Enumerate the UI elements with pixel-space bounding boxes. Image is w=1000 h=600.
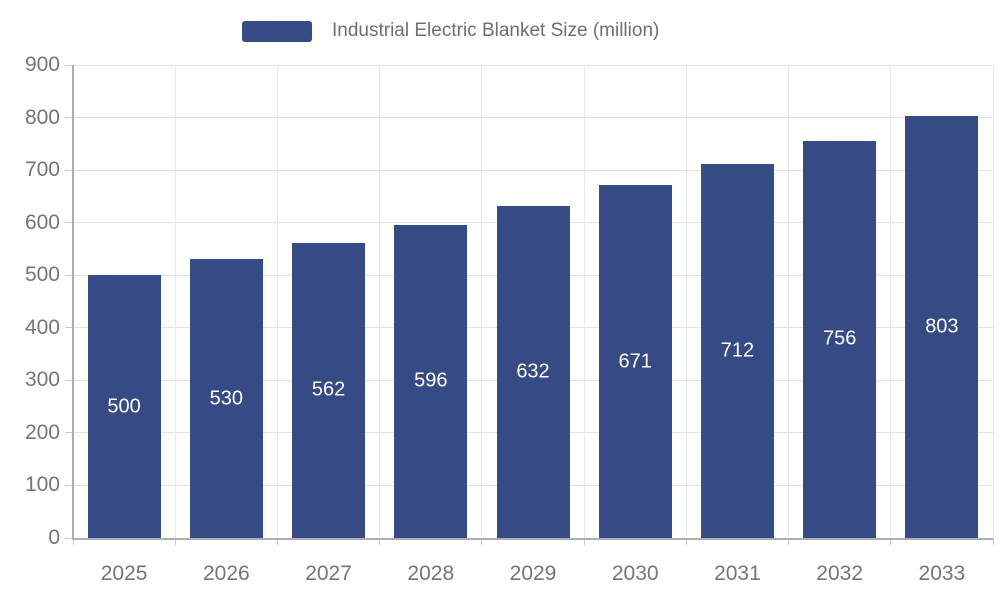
x-axis-tick — [481, 538, 483, 545]
x-axis-tick — [72, 538, 74, 545]
x-axis-line — [72, 538, 993, 540]
gridline-vertical — [788, 65, 790, 538]
x-axis-tick-label: 2027 — [305, 562, 352, 585]
x-axis-tick-label: 2031 — [714, 562, 761, 585]
x-axis-tick — [174, 538, 176, 545]
bar-2032[interactable] — [803, 140, 877, 538]
x-axis-tick-label: 2025 — [100, 562, 148, 585]
x-axis-tick-label: 2032 — [816, 562, 864, 585]
gridline-vertical — [685, 65, 687, 538]
gridline-vertical — [890, 65, 892, 538]
y-axis-tick — [65, 117, 73, 119]
y-axis-tick-label: 700 — [24, 158, 60, 182]
y-axis-tick — [65, 327, 73, 329]
x-axis-tick-label: 2029 — [509, 562, 557, 585]
bar-2029[interactable] — [496, 205, 570, 538]
bar-value-label: 596 — [414, 369, 448, 392]
y-axis-tick-label: 400 — [24, 315, 60, 339]
y-axis-tick-label: 0 — [48, 526, 60, 549]
bar-2030[interactable] — [598, 185, 672, 538]
y-axis-tick — [65, 484, 73, 486]
bar-value-label: 500 — [107, 395, 141, 418]
y-axis-tick-label: 300 — [24, 368, 60, 392]
x-axis-tick — [788, 538, 790, 545]
bar-value-label: 562 — [311, 378, 346, 401]
x-axis-tick — [992, 538, 994, 545]
gridline-horizontal — [73, 117, 993, 119]
x-axis-tick — [379, 538, 381, 545]
y-axis-tick — [65, 169, 73, 171]
legend-swatch[interactable] — [242, 20, 312, 42]
x-axis-tick-label: 2033 — [918, 562, 966, 585]
bar-2025[interactable] — [87, 275, 161, 538]
bar-2027[interactable] — [292, 242, 366, 538]
y-axis-tick-label: 200 — [24, 420, 60, 444]
gridline-vertical — [992, 65, 994, 538]
x-axis-tick — [685, 538, 687, 545]
bar-value-label: 712 — [720, 339, 755, 362]
bar-value-label: 530 — [209, 387, 244, 410]
gridline-vertical — [583, 65, 585, 538]
y-axis-tick — [65, 222, 73, 224]
legend-label[interactable]: Industrial Electric Blanket Size (millio… — [332, 20, 660, 41]
gridline-vertical — [379, 65, 381, 538]
legend[interactable]: Industrial Electric Blanket Size (millio… — [242, 20, 659, 42]
gridline-horizontal — [73, 169, 993, 171]
y-axis-tick — [65, 64, 73, 66]
y-axis-tick — [65, 432, 73, 434]
y-axis-tick-label: 900 — [24, 53, 60, 76]
y-axis-tick-label: 500 — [24, 263, 60, 287]
bar-2026[interactable] — [189, 259, 263, 538]
bar-value-label: 756 — [822, 327, 857, 350]
bar-2028[interactable] — [394, 224, 468, 538]
y-axis-tick — [65, 274, 73, 276]
gridline-vertical — [174, 65, 176, 538]
gridline-vertical — [481, 65, 483, 538]
x-axis-tick — [890, 538, 892, 545]
x-axis-tick — [583, 538, 585, 545]
gridline-horizontal — [73, 64, 993, 66]
bar-value-label: 671 — [618, 350, 652, 373]
bar-value-label: 803 — [925, 315, 959, 338]
y-axis-tick-label: 600 — [24, 210, 60, 234]
y-axis-tick-label: 100 — [24, 473, 60, 497]
x-axis-tick-label: 2028 — [407, 562, 455, 585]
gridline-vertical — [276, 65, 278, 538]
bar-2033[interactable] — [905, 115, 979, 538]
x-axis-tick — [276, 538, 278, 545]
bar-2031[interactable] — [700, 163, 774, 538]
y-axis-line — [72, 65, 74, 538]
y-axis-tick — [65, 537, 73, 539]
bar-value-label: 632 — [516, 360, 550, 383]
x-axis-tick-label: 2026 — [202, 562, 250, 585]
x-axis-tick-label: 2030 — [611, 562, 659, 585]
y-axis-tick-label: 800 — [24, 105, 60, 129]
y-axis-tick — [65, 379, 73, 381]
